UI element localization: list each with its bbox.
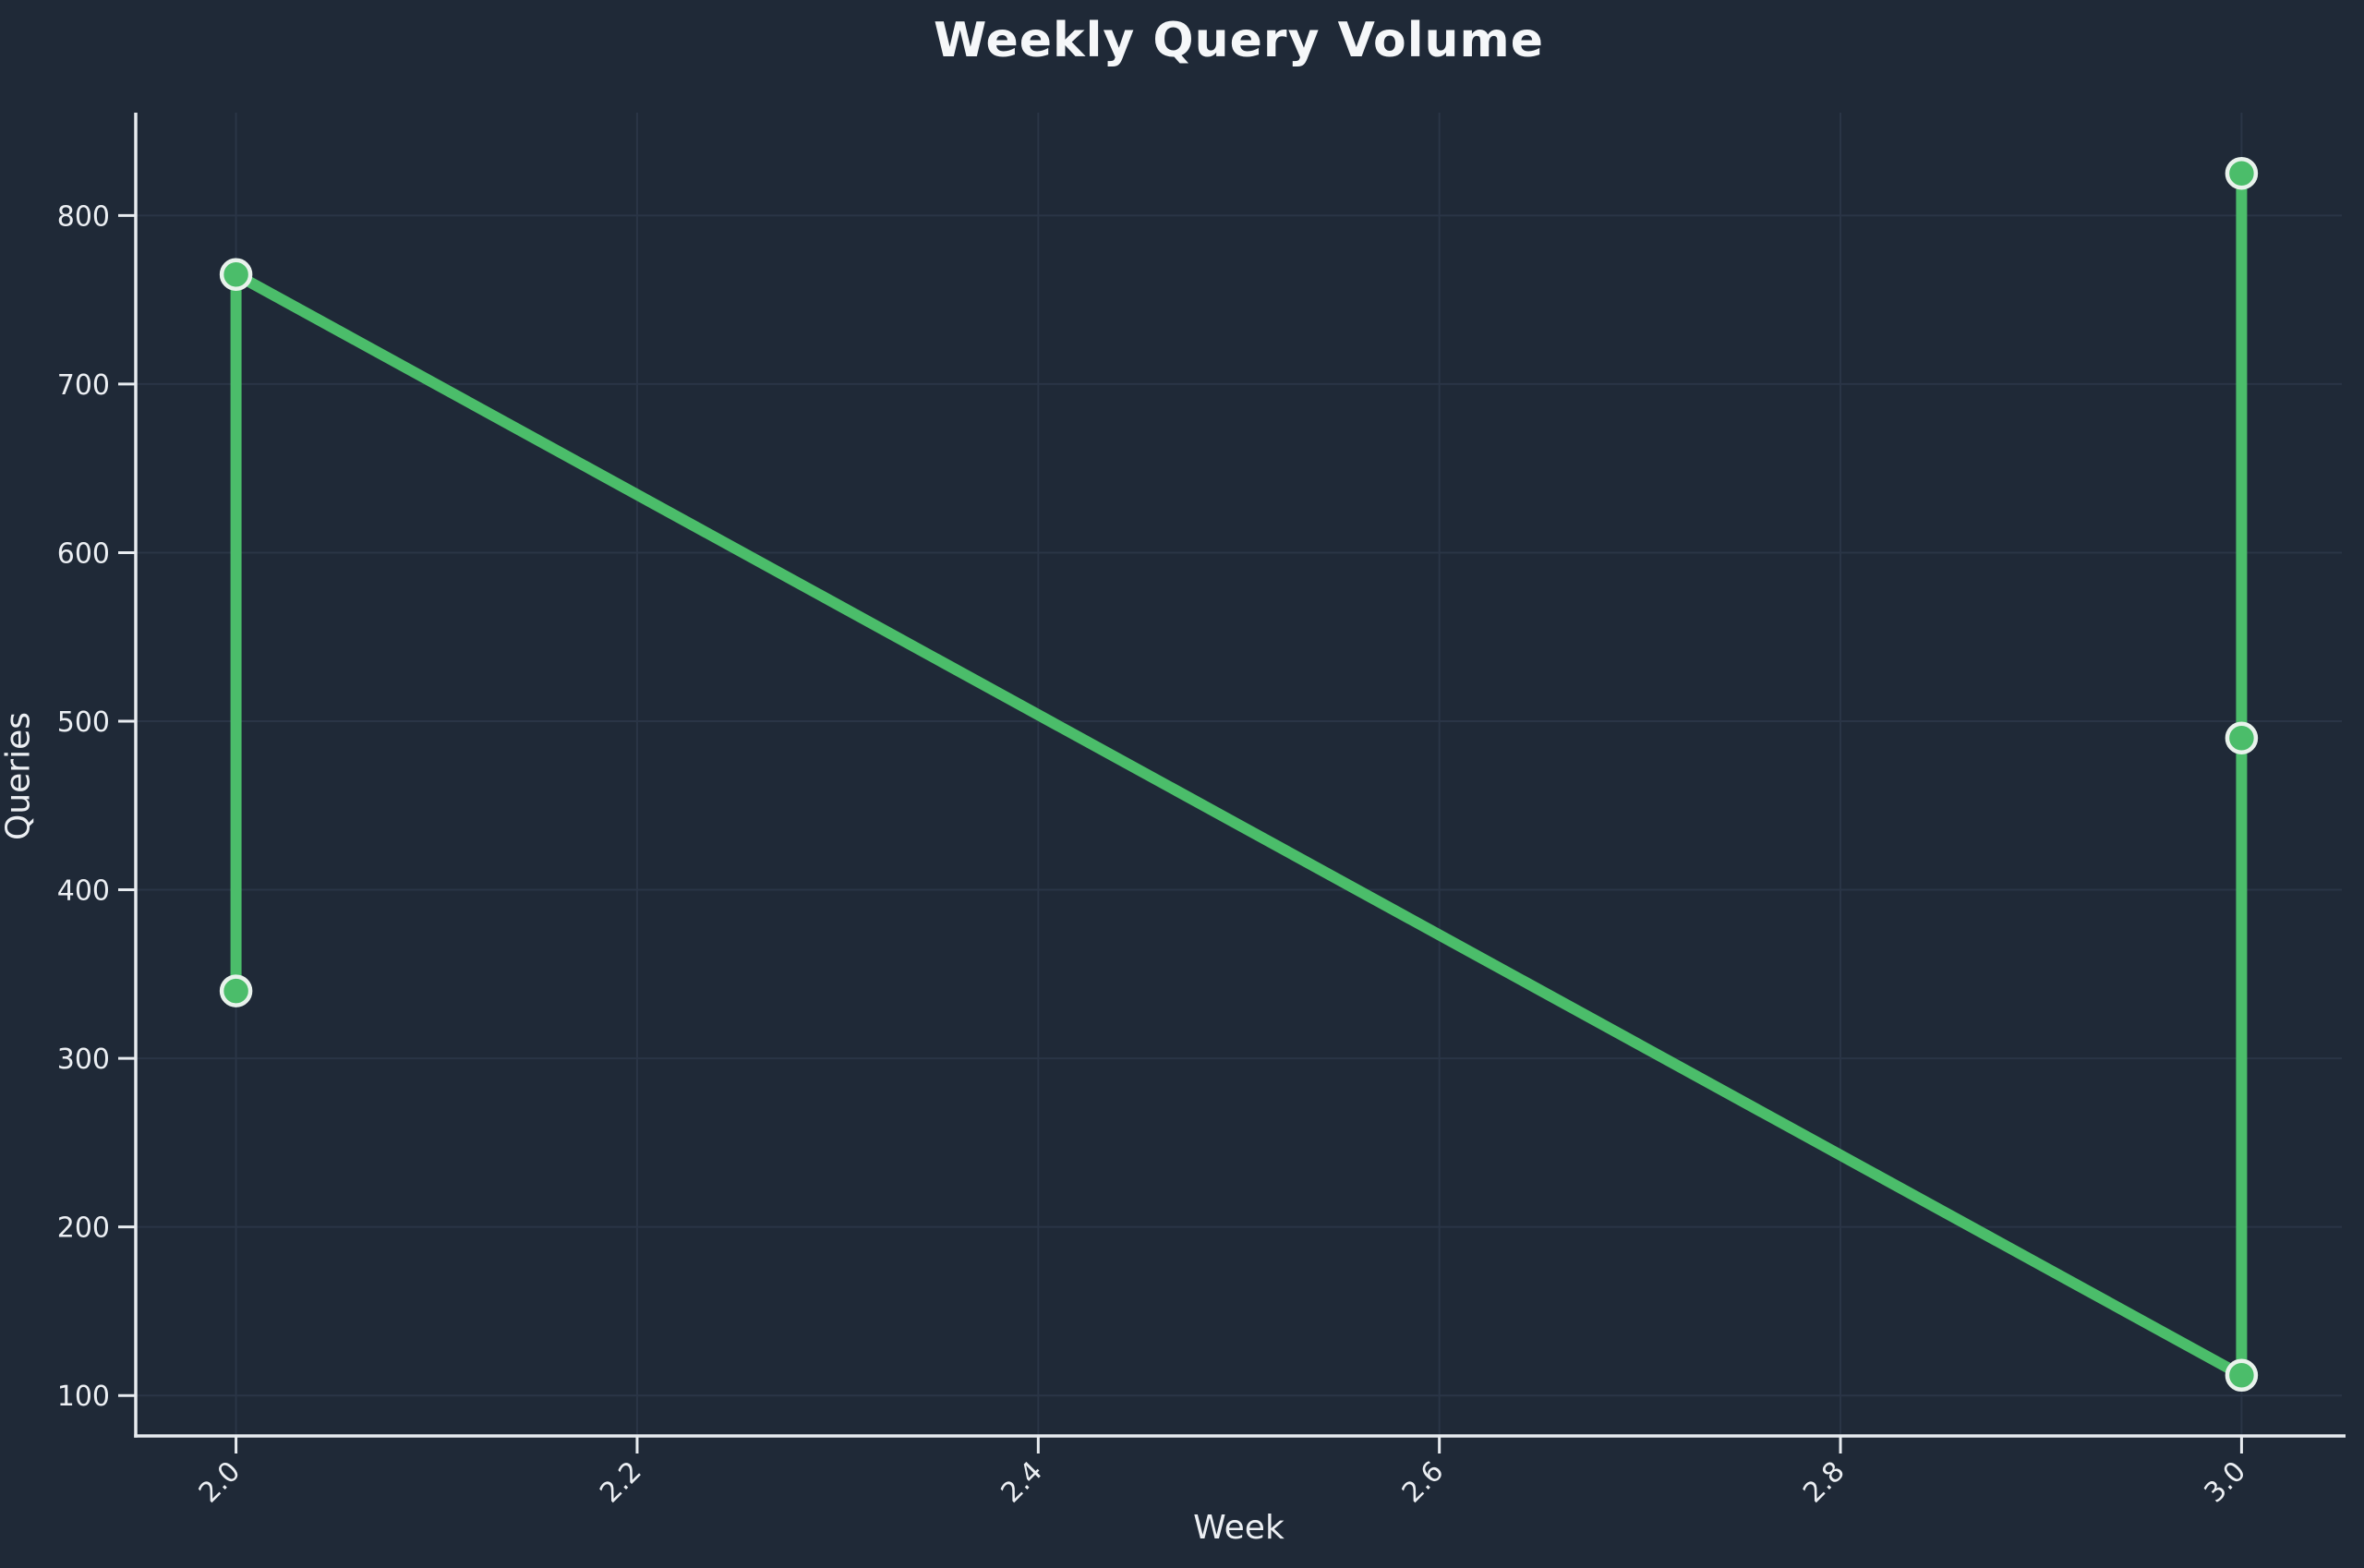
x-tick-label: 2.8 — [1797, 1455, 1851, 1509]
y-tick-label: 200 — [57, 1212, 110, 1245]
x-tick-label: 3.0 — [2199, 1455, 2252, 1509]
x-tick-label: 2.6 — [1396, 1455, 1450, 1509]
y-tick-label: 400 — [57, 875, 110, 908]
series-line — [230, 167, 2248, 1381]
data-point-marker — [219, 258, 253, 291]
data-point-marker — [219, 974, 253, 1007]
y-tick-label: 500 — [57, 706, 110, 739]
y-axis-label: Queries — [0, 712, 38, 841]
data-point-marker — [2225, 156, 2259, 190]
x-axis-label: Week — [1193, 1509, 1285, 1547]
data-point-marker — [2225, 721, 2259, 755]
y-tick-label: 700 — [57, 369, 110, 402]
chart-title: Weekly Query Volume — [933, 13, 1544, 68]
y-tick-label: 800 — [57, 200, 110, 233]
y-tick-label: 300 — [57, 1043, 110, 1076]
data-point-marker — [2225, 1358, 2259, 1393]
y-tick-label: 600 — [57, 537, 110, 570]
y-tick-label: 100 — [57, 1381, 110, 1413]
x-tick-label: 2.4 — [995, 1455, 1048, 1509]
x-tick-label: 2.2 — [594, 1455, 647, 1509]
x-tick-label: 2.0 — [193, 1455, 247, 1509]
